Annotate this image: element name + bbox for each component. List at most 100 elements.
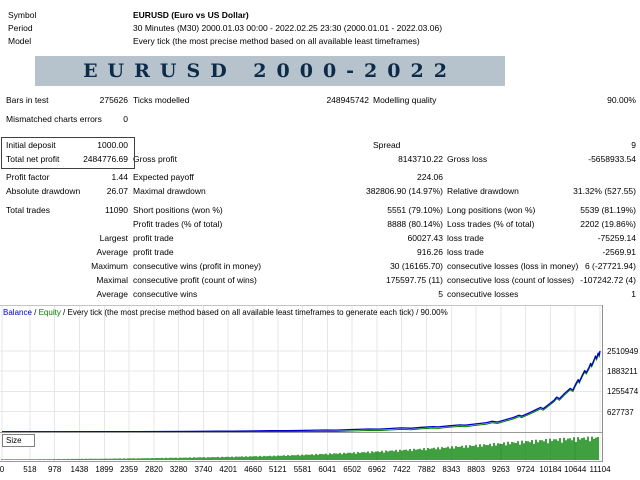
banner-title: EURUSD 2000-2022 [83, 60, 457, 82]
stat-value: 5551 (79.10%) [387, 205, 443, 215]
stats-cell: Average [6, 287, 128, 301]
stat-value: -75259.14 [597, 233, 636, 243]
stat-label: consecutive profit (count of wins) [133, 275, 257, 285]
x-axis-label: 11104 [589, 465, 611, 474]
x-axis-label: 2359 [120, 465, 138, 474]
header-value: EURUSD (Euro vs US Dollar) [133, 10, 249, 20]
stats-cell: Short positions (won %) 5551 (79.10%) [133, 203, 443, 217]
stats-cell: Bars in test 275626 [6, 93, 128, 107]
stat-label: Relative drawdown [447, 186, 519, 196]
stat-label: loss trade [447, 247, 484, 257]
stats-table: Bars in test 275626 Ticks modelled 24894574… [0, 89, 640, 301]
stats-cell: Modelling quality 90.00% [373, 93, 636, 107]
stat-value: -2569.91 [602, 247, 636, 257]
stats-cell: loss trade -75259.14 [447, 231, 636, 245]
stats-cell: Average [6, 245, 128, 259]
y-axis-label: 627737 [607, 407, 634, 417]
stat-value: -5658933.54 [588, 154, 636, 164]
stats-row: Largest profit trade 60027.43 loss trade -75… [0, 231, 640, 245]
x-axis-label: 2820 [144, 465, 163, 474]
stat-label: loss trade [447, 233, 484, 243]
header-label: Symbol [8, 10, 37, 20]
stats-cell: loss trade -2569.91 [447, 245, 636, 259]
stats-cell: Relative drawdown 31.32% (527.55) [447, 184, 636, 198]
stat-label: Ticks modelled [133, 95, 190, 105]
y-axis-label: 2510949 [607, 346, 639, 356]
stats-row: Absolute drawdown 26.07 Maximal drawdown 38… [0, 184, 640, 198]
stat-label: Initial deposit [6, 140, 56, 150]
stat-value: 916.26 [417, 247, 443, 257]
y-axis-label: 1255474 [607, 387, 639, 397]
stat-value: 9 [631, 140, 636, 150]
stats-cell: Gross profit 8143710.22 [133, 152, 443, 166]
stats-row: Average profit trade 916.26 loss trade -2569… [0, 245, 640, 259]
x-axis-label: 1438 [70, 465, 89, 474]
stats-cell: Absolute drawdown 26.07 [6, 184, 128, 198]
stat-label: Gross profit [133, 154, 177, 164]
x-axis-label: 6962 [367, 465, 386, 474]
stats-row: Profit factor 1.44 Expected payoff 224.06 [0, 170, 640, 184]
stats-cell: Loss trades (% of total) 2202 (19.86%) [447, 217, 636, 231]
lot-size-bars [1, 436, 599, 460]
stat-label: Maximal drawdown [133, 186, 206, 196]
stats-row: Bars in test 275626 Ticks modelled 24894574… [0, 93, 640, 107]
stats-cell: Largest [6, 231, 128, 245]
stat-value: 2484776.69 [83, 154, 128, 164]
stats-cell: Mismatched charts errors 0 [6, 107, 128, 131]
stat-value: 8143710.22 [398, 154, 443, 164]
x-axis-label: 7882 [417, 465, 436, 474]
header-row-period: Period 30 Minutes (M30) 2000.01.03 00:00 … [0, 22, 640, 35]
stat-value: 5 [438, 289, 443, 299]
stat-label: Long positions (won %) [447, 205, 536, 215]
legend-description: / Every tick (the most precise method ba… [60, 308, 448, 317]
stats-cell [373, 107, 636, 131]
stats-cell [133, 107, 369, 131]
x-axis-label: 10184 [539, 465, 562, 474]
stat-value: Maximal [96, 275, 128, 285]
stat-label: consecutive loss (count of losses) [447, 275, 575, 285]
report-header: Symbol EURUSD (Euro vs US Dollar) Period 30… [0, 0, 640, 48]
stat-value: 2202 (19.86%) [580, 219, 636, 229]
stats-cell: Long positions (won %) 5539 (81.19%) [447, 203, 636, 217]
size-label: Size [6, 436, 22, 445]
x-axis-label: 8803 [467, 465, 485, 474]
stats-row: Mismatched charts errors 0 [0, 107, 640, 131]
stats-cell: consecutive loss (count of losses) -10724… [447, 273, 636, 287]
balance-plot: Balance / Equity / Every tick (the most … [0, 305, 602, 433]
stat-value: 1.44 [111, 172, 128, 182]
stat-value: 1 [631, 289, 636, 299]
chart-legend: Balance / Equity / Every tick (the most … [3, 308, 448, 317]
stats-cell: Total net profit 2484776.69 [6, 152, 128, 166]
stats-cell: Maximal drawdown 382806.90 (14.97%) [133, 184, 443, 198]
stat-value: 248945742 [326, 95, 369, 105]
stats-cell: Spread 9 [373, 138, 636, 152]
stats-cell: Total trades 11090 [6, 203, 128, 217]
x-axis-label: 5121 [268, 465, 287, 474]
stats-row: Profit trades (% of total) 8888 (80.14%) L… [0, 217, 640, 231]
stat-label: consecutive wins [133, 289, 198, 299]
stat-value: 5539 (81.19%) [580, 205, 636, 215]
legend-balance-label: Balance [3, 308, 32, 317]
stat-value: 26.07 [106, 186, 128, 196]
stat-value: 275626 [99, 95, 128, 105]
stat-value: 382806.90 (14.97%) [365, 186, 443, 196]
stat-value: Average [96, 289, 128, 299]
stat-value: 8888 (80.14%) [387, 219, 443, 229]
stats-cell: consecutive wins 5 [133, 287, 443, 301]
stat-label: Total trades [6, 205, 50, 215]
x-axis-label: 978 [48, 465, 62, 474]
x-axis-label: 0 [0, 465, 5, 474]
balance-line [1, 350, 601, 433]
x-axis-label: 8343 [442, 465, 461, 474]
size-legend-box: Size [2, 434, 35, 447]
equity-line [2, 352, 601, 432]
stats-row: Maximal consecutive profit (count of wins… [0, 273, 640, 287]
stat-label: Spread [373, 140, 401, 150]
x-axis-label: 4201 [219, 465, 238, 474]
stats-cell: Profit trades (% of total) 8888 (80.14%) [133, 217, 443, 231]
stat-value: 30 (16165.70) [390, 261, 443, 271]
stats-cell: Maximal [6, 273, 128, 287]
stats-row: Initial deposit 1000.00 Spread 9 [0, 138, 640, 152]
stat-value: 175597.75 (11) [385, 275, 443, 285]
stat-label: Profit factor [6, 172, 50, 182]
